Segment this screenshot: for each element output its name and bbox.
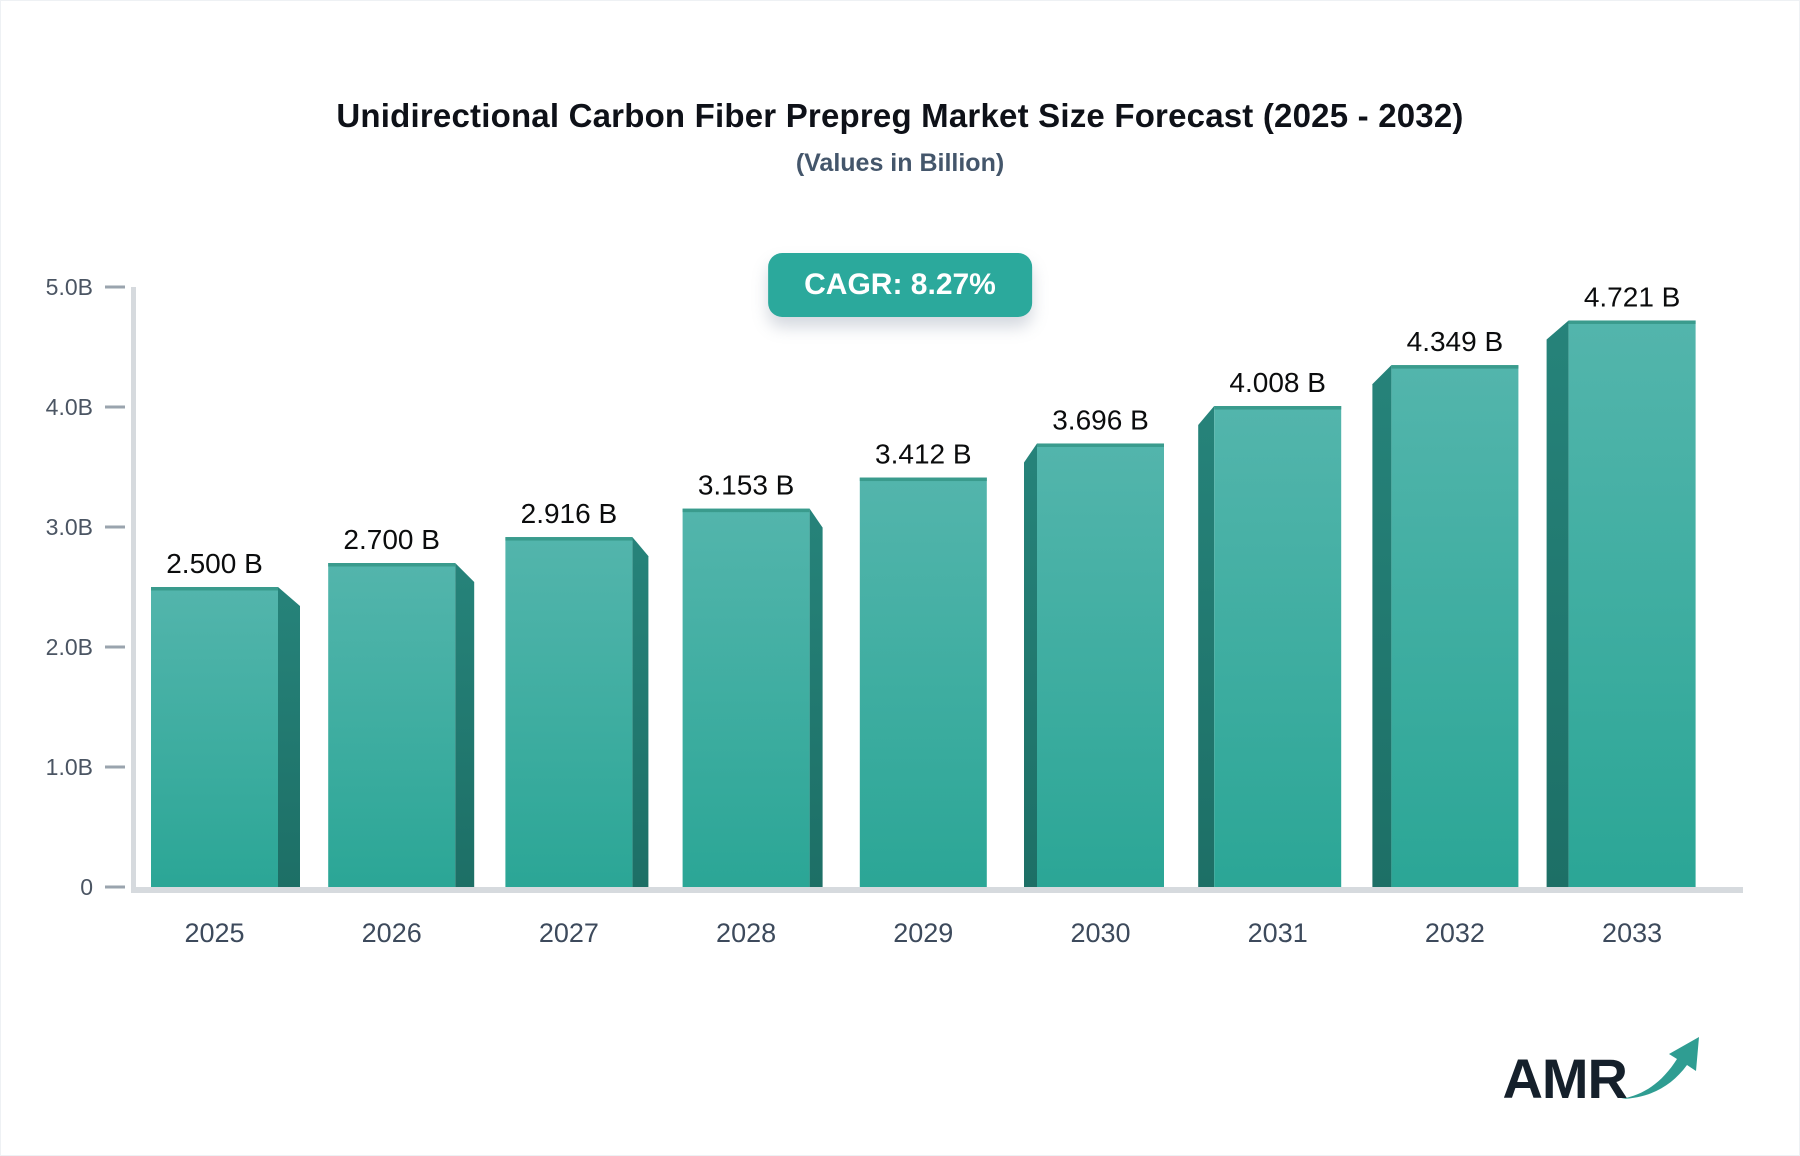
bar-top-edge (505, 537, 633, 541)
bar-side (278, 587, 300, 887)
bar-group-2029 (859, 477, 987, 887)
bars-layer (151, 320, 1696, 888)
y-tick-label: 4.0B (46, 394, 93, 420)
x-tick-label: 2027 (539, 918, 599, 948)
bar-side (1546, 320, 1569, 888)
bar-value-label: 2.700 B (343, 524, 440, 555)
bar-group-2032 (1372, 365, 1519, 887)
axis-layer: 0 1.0B 2.0B 3.0B 4.0B 5.0B (46, 274, 1743, 900)
bar-face (1037, 443, 1164, 887)
y-tick-label: 0 (80, 874, 93, 900)
x-axis-line (131, 887, 1743, 893)
y-axis-line (131, 287, 136, 887)
bar-top-edge (151, 587, 278, 591)
bar-side (455, 563, 475, 887)
bar-side (809, 508, 823, 887)
x-tick-label: 2026 (362, 918, 422, 948)
bar-side (1198, 406, 1215, 887)
bar-group-2025 (151, 587, 300, 887)
y-tick-label: 5.0B (46, 274, 93, 300)
bar-top-edge (1568, 320, 1696, 324)
bar-value-label: 4.721 B (1584, 281, 1681, 312)
y-tick-label: 2.0B (46, 634, 93, 660)
bar-top-edge (1037, 443, 1164, 447)
x-tick-label: 2029 (893, 918, 953, 948)
bar-top-edge (1391, 365, 1519, 369)
y-tick-dash (105, 525, 125, 529)
y-tick-dash (105, 645, 125, 649)
bar-top-edge (1214, 406, 1342, 410)
x-tick-label: 2025 (184, 918, 244, 948)
y-tick-label: 1.0B (46, 754, 93, 780)
bar-group-2027 (505, 537, 649, 887)
bar-top-edge (328, 563, 456, 567)
bar-face (1568, 320, 1696, 888)
y-tick-dash (105, 765, 125, 769)
chart-subtitle: (Values in Billion) (795, 149, 1005, 177)
x-tick-label: 2033 (1602, 918, 1662, 948)
bar-value-label: 3.696 B (1052, 404, 1149, 435)
bar-face (1391, 365, 1519, 887)
bar-face (859, 477, 987, 887)
bar-group-2031 (1198, 406, 1342, 887)
y-tick-dash (105, 405, 125, 409)
bar-value-label: 4.349 B (1407, 326, 1504, 357)
labels-layer: 2.500 B 2025 2.700 B 2026 2.916 B 2027 3.153 B… (165, 280, 1682, 948)
bar-side (1024, 443, 1037, 887)
bar-side (1372, 365, 1392, 887)
bar-value-label: 4.008 B (1229, 367, 1326, 398)
bar-value-label: 2.916 B (521, 498, 618, 529)
bar-value-label: 3.153 B (698, 470, 795, 501)
bar-group-2026 (328, 563, 475, 887)
bar-value-label: 2.500 B (166, 548, 263, 579)
bar-group-2033 (1546, 320, 1696, 888)
growth-arrow-icon (1621, 1037, 1699, 1099)
bar-face (1214, 406, 1342, 887)
y-tick-label: 3.0B (46, 514, 93, 540)
cagr-badge: CAGR: 8.27% (768, 253, 1032, 317)
chart-title: Unidirectional Carbon Fiber Prepreg Mark… (336, 97, 1464, 134)
bar-face (328, 563, 456, 887)
bar-value-label: 3.412 B (875, 439, 972, 470)
x-tick-label: 2030 (1070, 918, 1130, 948)
y-tick-dash (105, 285, 125, 289)
bar-face (151, 587, 278, 887)
bar-face (505, 537, 633, 887)
x-tick-label: 2028 (716, 918, 776, 948)
amr-logo: AMR (1502, 1029, 1703, 1107)
bar-side (632, 537, 649, 887)
bar-top-edge (859, 477, 987, 482)
bar-face (682, 508, 810, 887)
x-tick-label: 2031 (1248, 918, 1308, 948)
y-tick-dash (105, 885, 125, 889)
x-tick-label: 2032 (1425, 918, 1485, 948)
bar-group-2028 (682, 508, 823, 887)
amr-logo-text: AMR (1502, 1047, 1628, 1110)
bar-group-2030 (1024, 443, 1164, 887)
bar-top-edge (682, 508, 810, 513)
